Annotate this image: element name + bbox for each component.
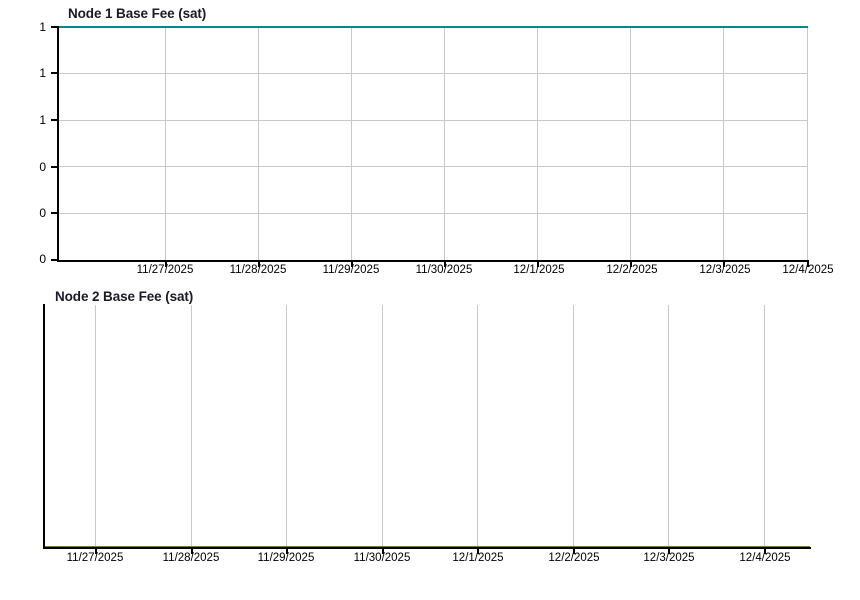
chart-1-y-tick [51, 26, 58, 28]
chart-2-vgrid [668, 305, 669, 547]
chart-1-title: Node 1 Base Fee (sat) [68, 6, 207, 21]
chart-1-x-label: 11/30/2025 [415, 264, 473, 276]
chart-2-vgrid [382, 305, 383, 547]
chart-2-vgrid [573, 305, 574, 547]
chart-1-y-tick [51, 166, 58, 168]
chart-1-y-label: 0 [39, 206, 46, 220]
chart-2-x-tick [191, 548, 193, 554]
chart-2-x-tick [95, 548, 97, 554]
chart-2-vgrid [477, 305, 478, 547]
chart-2-x-label: 12/1/2025 [452, 552, 504, 564]
chart-2-x-tick [477, 548, 479, 554]
chart-1-x-label: 11/27/2025 [136, 264, 194, 276]
chart-1-x-label: 12/2/2025 [606, 264, 658, 276]
chart-1-x-tick [165, 261, 167, 267]
chart-2-series-node-2-base-fee [44, 545, 810, 548]
chart-1-x-tick [630, 261, 632, 267]
chart-1-y-tick [51, 119, 58, 121]
chart-2-x-label: 12/2/2025 [548, 552, 600, 564]
chart-2-x-label: 11/28/2025 [162, 552, 220, 564]
chart-1-y-label: 1 [39, 113, 46, 127]
chart-1-hgrid [58, 120, 808, 121]
chart-1-y-label: 1 [39, 20, 46, 34]
chart-1-vgrid [537, 27, 538, 260]
chart-2-x-label: 11/30/2025 [353, 552, 411, 564]
chart-1-vgrid [723, 27, 724, 260]
chart-1-x-tick [807, 261, 809, 267]
chart-2-x-label: 11/29/2025 [257, 552, 315, 564]
chart-2-x-tick [286, 548, 288, 554]
chart-2-vgrid [286, 305, 287, 547]
chart-2-x-axis [43, 547, 811, 549]
chart-1-x-label: 11/28/2025 [229, 264, 287, 276]
chart-1-x-label: 12/3/2025 [699, 264, 751, 276]
chart-1-y-axis [57, 26, 59, 261]
chart-1-vgrid [351, 27, 352, 260]
chart-2-title: Node 2 Base Fee (sat) [55, 289, 194, 304]
chart-panel-node-1: Node 1 Base Fee (sat) [0, 0, 860, 285]
chart-2-vgrid [764, 305, 765, 547]
chart-1-x-axis [57, 260, 809, 262]
chart-2-x-tick [764, 548, 766, 554]
chart-1-x-tick [537, 261, 539, 267]
chart-1-series-node-1-base-fee [58, 25, 808, 28]
chart-2-x-label: 12/3/2025 [643, 552, 695, 564]
chart-2-x-tick [382, 548, 384, 554]
chart-1-hgrid [58, 213, 808, 214]
chart-1-x-tick [258, 261, 260, 267]
chart-1-y-tick [51, 259, 58, 261]
chart-1-vgrid [165, 27, 166, 260]
chart-1-y-tick [51, 72, 58, 74]
chart-1-vgrid [444, 27, 445, 260]
chart-1-x-label: 11/29/2025 [322, 264, 380, 276]
chart-1-x-label: 12/4/2025 [782, 264, 834, 276]
chart-1-y-label: 0 [39, 252, 46, 266]
chart-2-vgrid [95, 305, 96, 547]
chart-1-x-tick [723, 261, 725, 267]
chart-1-y-label: 0 [39, 160, 46, 174]
chart-1-hgrid [58, 73, 808, 74]
chart-2-y-axis [43, 304, 45, 548]
chart-1-x-tick [351, 261, 353, 267]
chart-2-plot-area [44, 305, 810, 547]
chart-1-x-label: 12/1/2025 [513, 264, 565, 276]
chart-1-vgrid [807, 27, 808, 260]
chart-1-hgrid [58, 166, 808, 167]
chart-1-vgrid [258, 27, 259, 260]
chart-2-x-tick [668, 548, 670, 554]
chart-2-x-label: 12/4/2025 [739, 552, 791, 564]
chart-1-plot-area [58, 27, 808, 260]
chart-2-x-tick [573, 548, 575, 554]
chart-2-x-label: 11/27/2025 [66, 552, 124, 564]
chart-1-y-tick [51, 212, 58, 214]
chart-2-vgrid [191, 305, 192, 547]
chart-1-y-label: 1 [39, 66, 46, 80]
chart-1-x-tick [444, 261, 446, 267]
chart-1-vgrid [630, 27, 631, 260]
